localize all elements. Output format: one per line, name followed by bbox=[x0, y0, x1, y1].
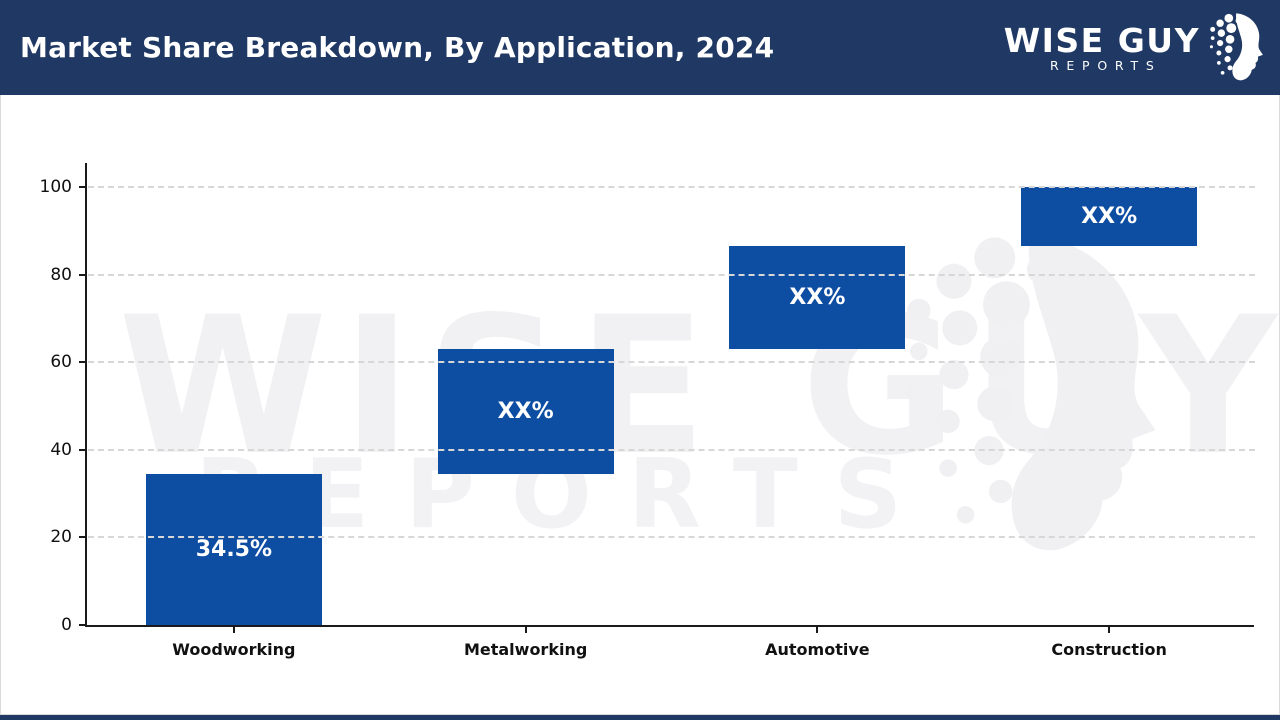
y-tick bbox=[79, 624, 87, 626]
gridline-60 bbox=[88, 361, 1255, 364]
brand-subname: REPORTS bbox=[1049, 57, 1162, 73]
y-tick-label: 100 bbox=[39, 177, 72, 197]
y-tick bbox=[79, 448, 87, 451]
x-tick bbox=[524, 625, 527, 633]
bar-value-label: XX% bbox=[497, 398, 554, 424]
footer-bar bbox=[0, 715, 1280, 720]
bar-value-label: XX% bbox=[789, 285, 846, 311]
y-tick-label: 60 bbox=[50, 352, 72, 373]
y-tick bbox=[79, 186, 87, 188]
x-axis-line bbox=[85, 625, 1254, 627]
x-axis-label: Woodworking bbox=[172, 640, 296, 659]
y-tick bbox=[79, 361, 87, 364]
y-tick-label: 20 bbox=[50, 527, 72, 548]
x-tick bbox=[1108, 625, 1111, 633]
bar-woodworking bbox=[145, 473, 322, 625]
bar-value-label: XX% bbox=[1081, 204, 1138, 230]
gridline-100 bbox=[88, 186, 1255, 188]
gridline-20 bbox=[88, 536, 1255, 539]
brand-logo: WISE GUY REPORTS bbox=[1004, 8, 1266, 88]
x-axis-label: Metalworking bbox=[463, 640, 588, 659]
bar-construction bbox=[1021, 187, 1198, 247]
y-tick-label: 0 bbox=[61, 615, 72, 635]
bar-automotive bbox=[729, 246, 906, 350]
bar-value-label: 34.5% bbox=[195, 536, 273, 562]
y-tick-label: 40 bbox=[50, 439, 72, 460]
brand-face-icon bbox=[1204, 10, 1266, 86]
y-axis-line bbox=[85, 163, 87, 627]
x-axis-label: Automotive bbox=[765, 640, 870, 659]
x-tick bbox=[816, 625, 819, 633]
gridline-40 bbox=[88, 448, 1255, 451]
x-tick bbox=[232, 625, 235, 633]
y-tick-label: 80 bbox=[50, 264, 72, 285]
header-bar: Market Share Breakdown, By Application, … bbox=[0, 0, 1280, 95]
brand-name: WISE GUY bbox=[1003, 20, 1200, 60]
y-tick bbox=[79, 273, 87, 276]
page-title: Market Share Breakdown, By Application, … bbox=[20, 31, 775, 64]
gridline-80 bbox=[88, 273, 1255, 276]
brand-wordmark: WISE GUY REPORTS bbox=[1004, 24, 1200, 73]
bar-metalworking bbox=[437, 349, 614, 474]
y-tick bbox=[79, 536, 87, 539]
x-axis-label: Construction bbox=[1051, 640, 1167, 659]
